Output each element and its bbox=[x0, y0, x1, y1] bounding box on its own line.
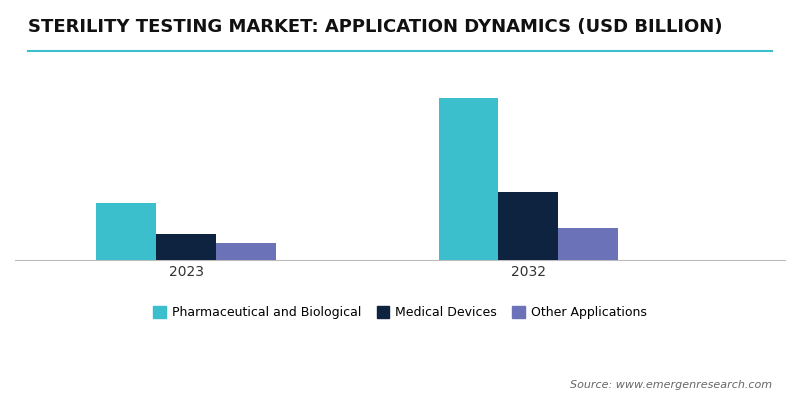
Bar bbox=[498, 192, 558, 260]
Text: STERILITY TESTING MARKET: APPLICATION DYNAMICS (USD BILLION): STERILITY TESTING MARKET: APPLICATION DY… bbox=[28, 18, 722, 36]
Bar bbox=[438, 98, 498, 260]
Bar bbox=[558, 228, 618, 260]
Text: Source: www.emergenresearch.com: Source: www.emergenresearch.com bbox=[570, 380, 772, 390]
Bar bbox=[96, 203, 156, 260]
Bar bbox=[216, 243, 276, 260]
Legend: Pharmaceutical and Biological, Medical Devices, Other Applications: Pharmaceutical and Biological, Medical D… bbox=[148, 301, 652, 324]
Bar bbox=[156, 234, 216, 260]
